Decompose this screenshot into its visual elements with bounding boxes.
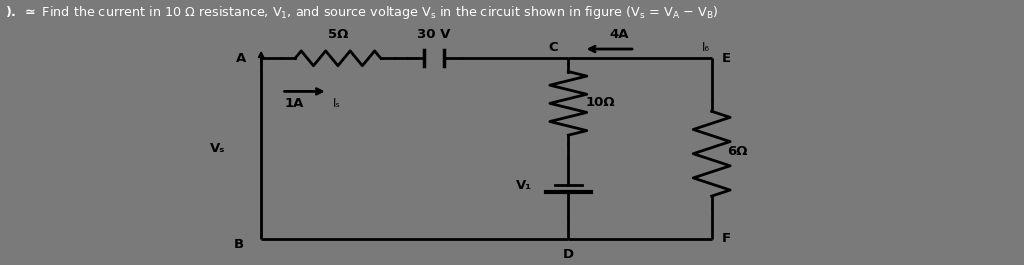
- Text: 30 V: 30 V: [418, 28, 451, 41]
- Text: Iₛ: Iₛ: [333, 97, 341, 110]
- Text: $\bf{).}$ $\bf{\simeq}$ Find the current in 10 $\Omega$ resistance, V$_1$, and s: $\bf{).}$ $\bf{\simeq}$ Find the current…: [5, 4, 719, 21]
- Text: F: F: [722, 232, 731, 245]
- Text: C: C: [549, 41, 558, 54]
- Text: B: B: [233, 238, 244, 251]
- Text: V₁: V₁: [516, 179, 532, 192]
- Text: 1A: 1A: [285, 97, 304, 110]
- Text: D: D: [563, 248, 573, 261]
- Text: I₆: I₆: [701, 41, 710, 54]
- Text: E: E: [722, 52, 731, 65]
- Text: 6Ω: 6Ω: [727, 144, 748, 158]
- Text: 10Ω: 10Ω: [586, 95, 615, 109]
- Text: Vₛ: Vₛ: [210, 142, 225, 155]
- Text: A: A: [236, 52, 246, 65]
- Text: 4A: 4A: [609, 28, 630, 41]
- Text: 5Ω: 5Ω: [328, 28, 348, 41]
